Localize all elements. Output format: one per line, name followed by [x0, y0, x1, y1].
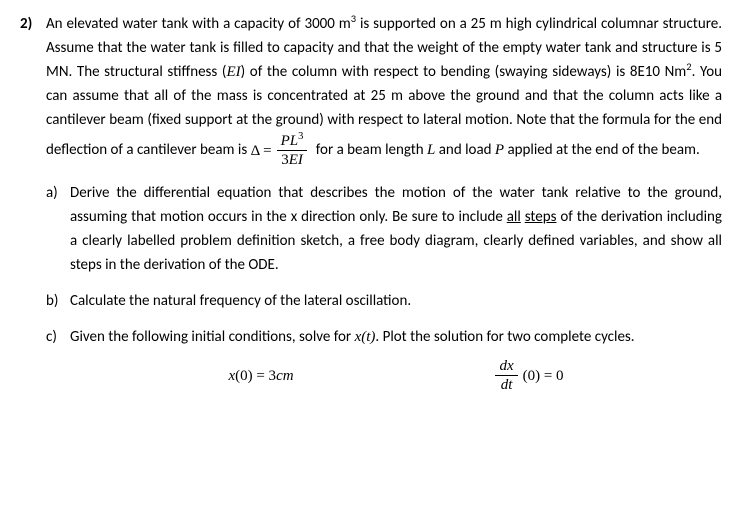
subpart-a-label: a)	[46, 181, 70, 205]
a-u2: steps	[525, 208, 557, 226]
subpart-b: b) Calculate the natural frequency of th…	[46, 289, 722, 313]
subpart-b-label: b)	[46, 289, 70, 313]
problem-intro: An elevated water tank with a capacity o…	[46, 12, 722, 169]
var-ei: EI	[226, 64, 240, 80]
intro-text-e: for a beam length	[312, 141, 427, 159]
subpart-a: a) Derive the differential equation that…	[46, 181, 722, 277]
ic-1: x(0) = 3 cm	[228, 364, 293, 388]
a-u1: all	[507, 208, 521, 226]
var-l: L	[427, 142, 435, 158]
ic1-c: cm	[276, 364, 294, 388]
formula-num-sup: 3	[298, 131, 303, 142]
ic2-b: (0) = 0	[523, 364, 564, 388]
formula-num: PL3	[277, 132, 308, 151]
subpart-c-label: c)	[46, 325, 70, 349]
ic-2: dx dt (0) = 0	[490, 357, 563, 394]
var-xt: x(t)	[355, 329, 376, 345]
var-p: P	[495, 142, 504, 158]
subpart-b-body: Calculate the natural frequency of the l…	[70, 289, 722, 313]
intro-text-c: ) of the column with respect to bending …	[241, 63, 687, 81]
c-text-1: Given the following initial conditions, …	[70, 328, 355, 346]
formula-num-a: PL	[281, 133, 299, 149]
formula-den-a: 3	[281, 152, 289, 168]
ic1-a: x	[228, 364, 235, 388]
formula-den: 3EI	[277, 151, 307, 169]
intro-text-f: and load	[439, 141, 495, 159]
intro-text-a: An elevated water tank with a capacity o…	[46, 15, 351, 33]
formula-den-b: EI	[289, 152, 303, 168]
subpart-c-body: Given the following initial conditions, …	[70, 325, 722, 394]
problem-number: 2)	[20, 12, 46, 36]
formula-delta: Δ =	[251, 139, 272, 163]
ic2-den: dt	[497, 376, 517, 394]
ic1-b: (0) = 3	[235, 364, 276, 388]
intro-text-g: applied at the end of the beam.	[504, 141, 700, 159]
problem-container: 2) An elevated water tank with a capacit…	[20, 12, 722, 394]
initial-conditions: x(0) = 3 cm dx dt (0) = 0	[70, 357, 722, 394]
formula-fraction: PL33EI	[277, 132, 308, 169]
formula-deflection: Δ =PL33EI	[251, 132, 313, 169]
subpart-a-body: Derive the differential equation that de…	[70, 181, 722, 277]
ic2-num: dx	[495, 357, 517, 376]
c-text-2: . Plot the solution for two complete cyc…	[375, 328, 634, 346]
ic2-fraction: dx dt	[495, 357, 517, 394]
problem-body: An elevated water tank with a capacity o…	[46, 12, 722, 394]
subpart-c: c) Given the following initial condition…	[46, 325, 722, 394]
